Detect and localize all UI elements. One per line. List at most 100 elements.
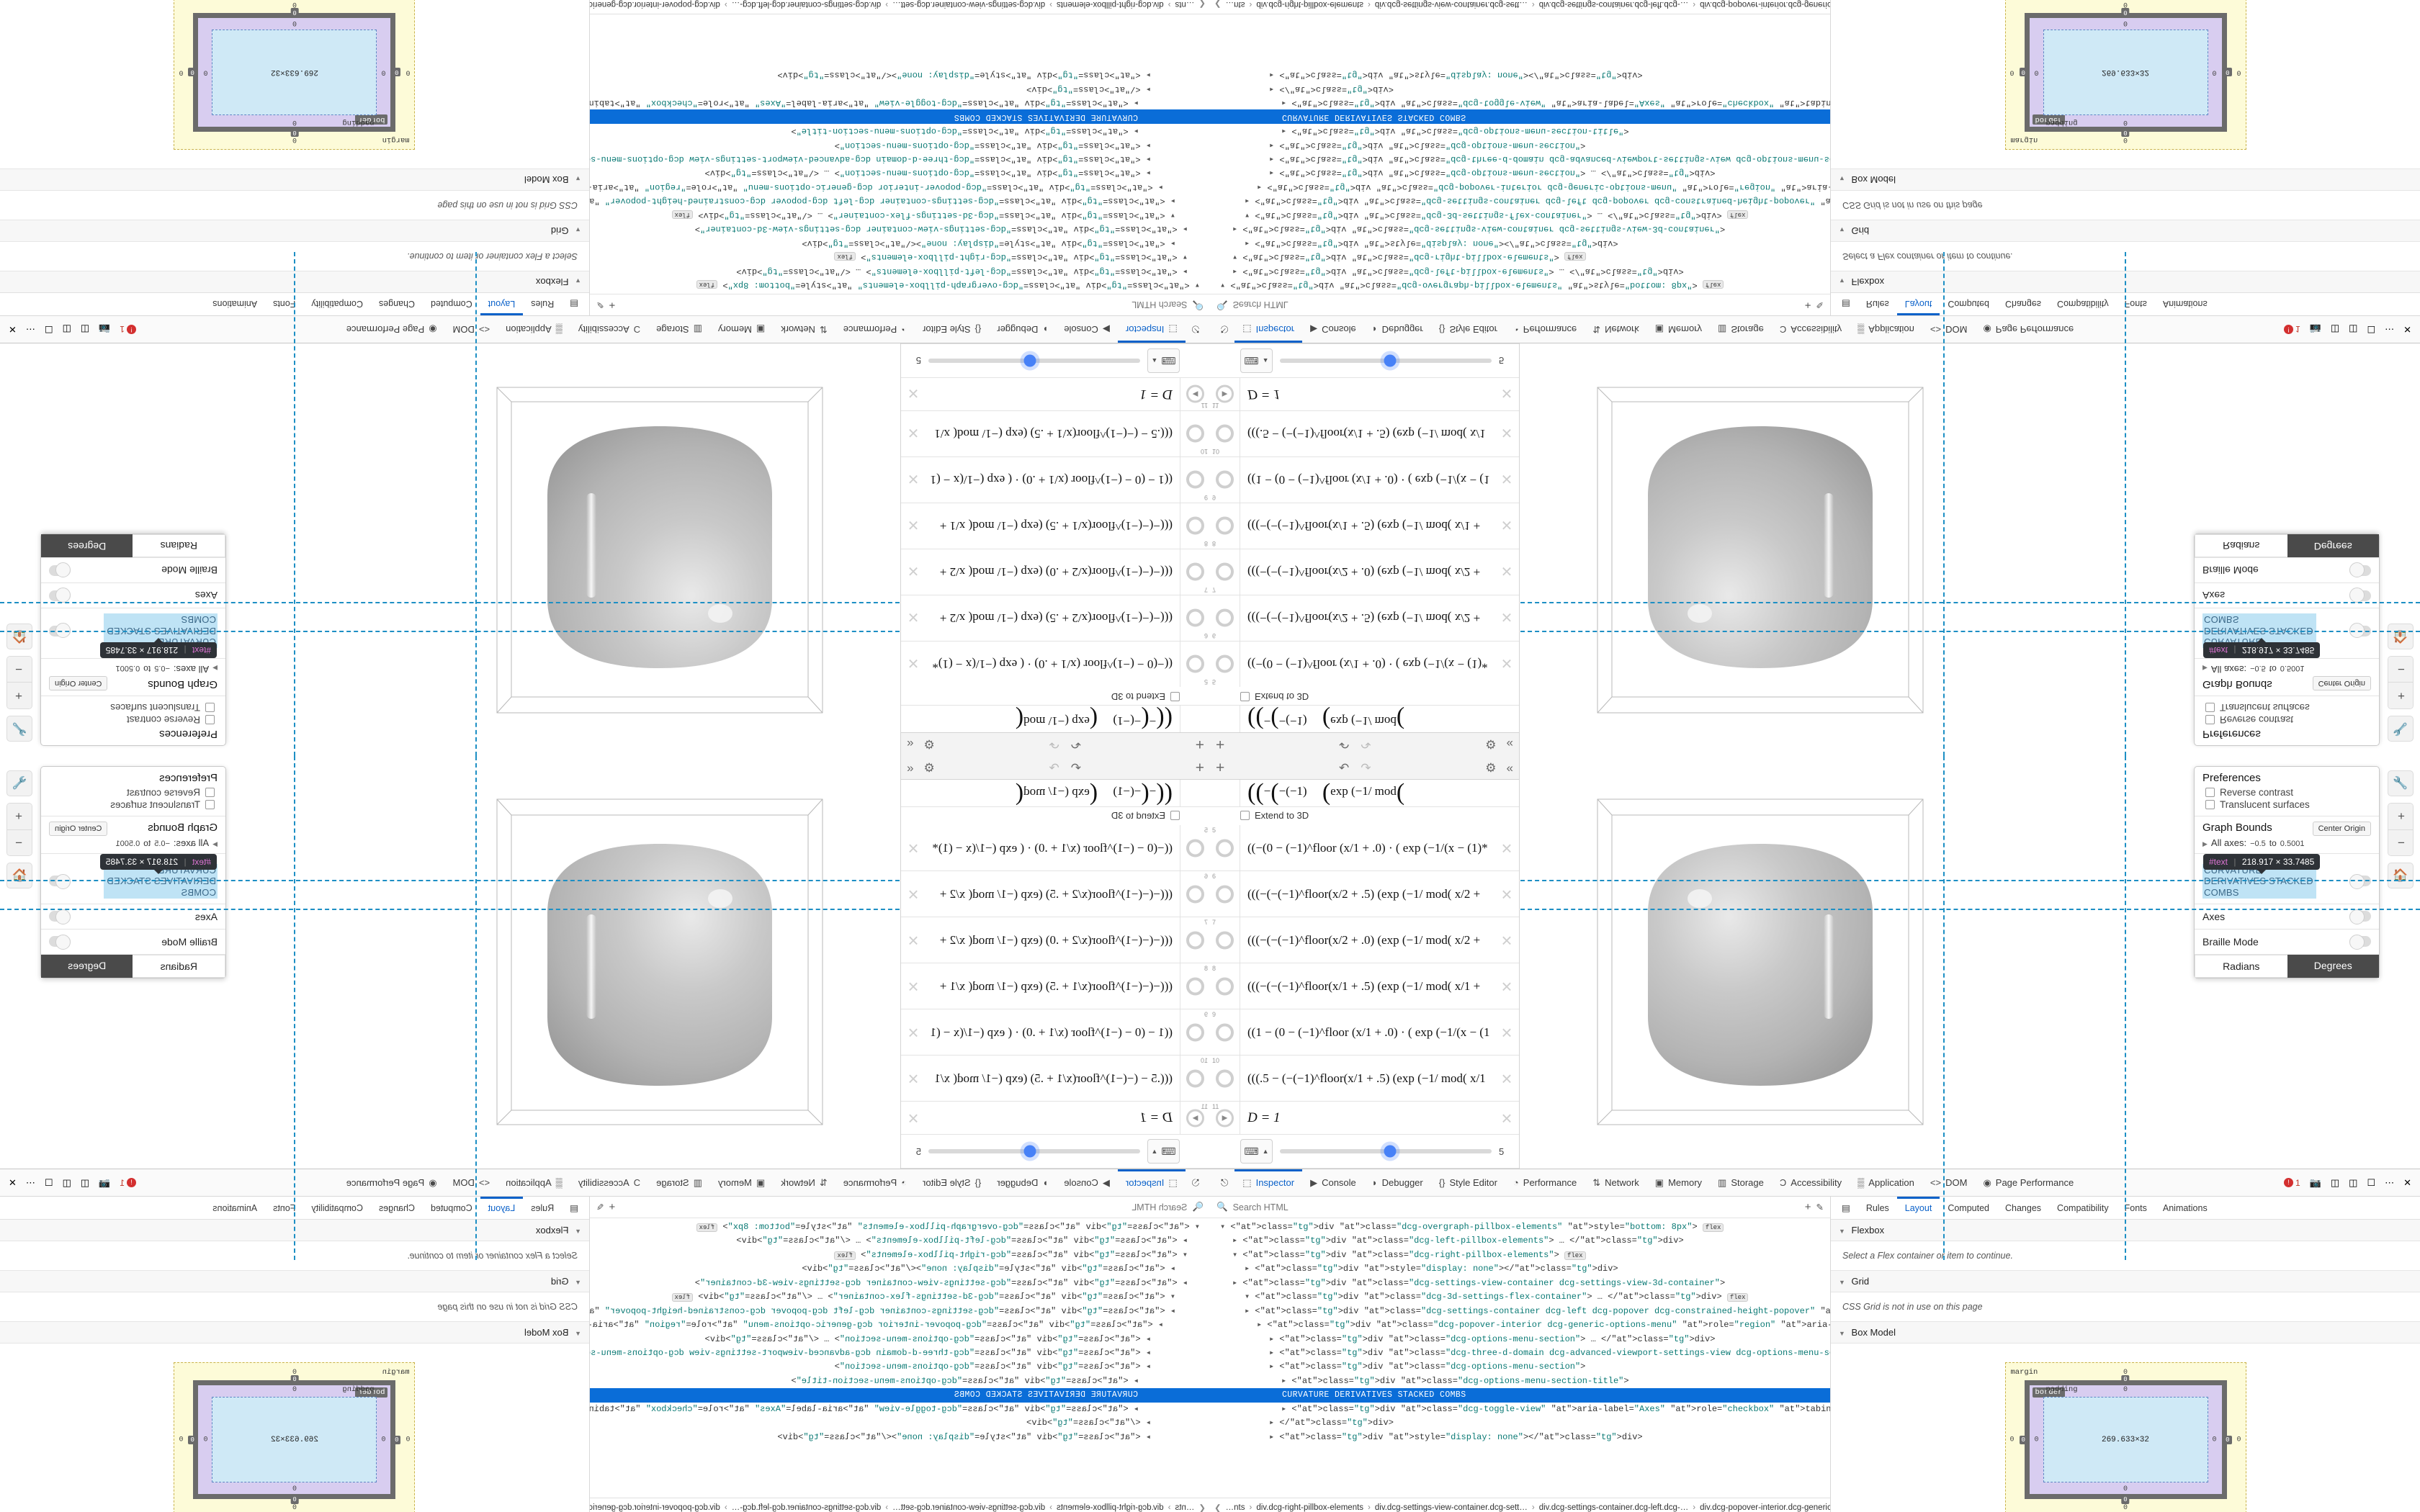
breadcrumb-item[interactable]: div.dcg-settings-view-container.dcg-sett…	[1374, 1503, 1528, 1512]
slider-expression-row[interactable]: 11 ▶ D = 1 ×	[901, 377, 1210, 410]
rules-tab-rules[interactable]: Rules	[1865, 1202, 1889, 1213]
dom-node[interactable]: ▾ <"at">class="tg">div "at">class="dcg-r…	[1210, 1248, 1830, 1262]
border-left-value[interactable]: 0	[2019, 68, 2027, 77]
expression-rows[interactable]: ((−(−(−1) (exp (−1/ mod( Extend to 3D 5(…	[1210, 343, 1519, 732]
devtools-toolbar-right[interactable]: ! 1 📷 ◫ ◫ ☐ ⋯ ✕	[2283, 1177, 2420, 1189]
rules-tab-changes[interactable]: Changes	[378, 1202, 415, 1213]
slider-thumb[interactable]	[1384, 1145, 1397, 1158]
delete-expression-icon[interactable]: ×	[1501, 837, 1512, 859]
devtools-tab-inspector[interactable]: ⬚ Inspector	[1234, 1169, 1302, 1197]
dom-twisty-icon[interactable]: ▸	[1269, 168, 1275, 179]
expression-row[interactable]: 10 (((.5 − (−(−1)^floor(x/1 + .5) (exp (−…	[1210, 1056, 1519, 1102]
axes-toggle[interactable]	[49, 911, 71, 922]
expression-math[interactable]: (((.5 − (−(−1)^floor(x/1 + .5) (exp (−1/…	[934, 1071, 1173, 1085]
delete-expression-icon[interactable]: ×	[908, 423, 919, 445]
all-axes-bounds-row[interactable]: ▶ All axes: −0.5 to 0.5001	[49, 664, 218, 675]
delete-expression-icon[interactable]: ×	[908, 469, 919, 491]
devtools-tab-accessibility[interactable]: Ɔ Accessibility	[1772, 316, 1850, 343]
expression-row[interactable]: 10 (((.5 − (−(−1)^floor(x/1 + .5) (exp (−…	[901, 1056, 1210, 1102]
breadcrumb-item[interactable]: div.dcg-popover-interior.dcg-generic-opt…	[1700, 0, 1830, 9]
responsive-design-icon[interactable]: ☐	[2367, 324, 2376, 336]
braille-mode-toggle[interactable]	[2349, 564, 2371, 576]
dom-node[interactable]: ▸ <"at">class="tg">div "at">class="dcg-s…	[590, 196, 1175, 207]
breadcrumb-item[interactable]: …nts	[1175, 1503, 1195, 1512]
dom-twisty-icon[interactable]: ▾	[1245, 210, 1250, 220]
devtools-tab-storage[interactable]: ▥ Storage	[648, 316, 710, 343]
dom-node[interactable]: ▸ <"at">class="tg">div "at">class="dcg-l…	[1232, 266, 1684, 276]
dock-bottom-icon[interactable]: ◫	[80, 1176, 90, 1188]
dom-tree[interactable]: ▾ <"at">class="tg">div "at">class="dcg-o…	[1210, 1218, 1830, 1498]
border-right-value[interactable]: 0	[2223, 1435, 2232, 1444]
devtools-tab-debugger[interactable]: ◗ Debugger	[1364, 316, 1431, 343]
grid-section-header[interactable]: ▼ Grid	[1831, 1271, 2420, 1292]
expression-math[interactable]: (((−(−(−1)^floor(x/1 + .5) (exp (−1/ mod…	[939, 519, 1173, 534]
dom-twisty-icon[interactable]: ▸	[1145, 154, 1151, 165]
gear-icon[interactable]: ⚙	[1485, 737, 1497, 752]
graph-zoom-controls[interactable]: 🔧 + − 🏠	[6, 770, 32, 895]
axes-toggle-row[interactable]: Axes	[2195, 904, 2379, 930]
eyedropper-icon[interactable]: ✎	[596, 300, 604, 310]
pick-element-icon[interactable]: ⎋	[1191, 1176, 1199, 1188]
dom-twisty-icon[interactable]: ▸	[1157, 181, 1163, 192]
devtools-tab-accessibility[interactable]: Ɔ Accessibility	[1772, 1169, 1850, 1197]
expression-row[interactable]: 7 (((−(−(−1)^floor(x/2 + .0) (exp (−1/ mo…	[1210, 549, 1519, 595]
dom-node[interactable]: ▸ <"at">class="tg">div "at">class="dcg-s…	[1232, 224, 1726, 235]
extend-to-3d-row[interactable]: Extend to 3D	[901, 687, 1210, 705]
braille-mode-toggle-row[interactable]: Braille Mode	[41, 557, 225, 583]
dom-selected-node[interactable]: CURVATURE DERIVATIVES STACKED COMBS	[1210, 109, 1830, 124]
dom-node[interactable]: ▸ <"at">class="tg">div "at">class="dcg-s…	[1245, 1305, 1830, 1316]
add-expression-icon[interactable]: +	[1195, 736, 1204, 753]
dom-node[interactable]: ▸ <"at">class="tg">div "at">class="dcg-t…	[1269, 154, 1830, 165]
zoom-out-button[interactable]: −	[2388, 657, 2414, 683]
search-input[interactable]	[1232, 300, 1800, 310]
dom-node[interactable]: ▾ <"at">class="tg">div "at">class="dcg-o…	[590, 278, 1210, 292]
devtools-tabbar[interactable]: ⎋ ⬚ Inspector ▶ Console ◗ Debugger{} Style Edi…	[0, 1169, 1210, 1197]
wrench-icon[interactable]: 🔧	[2388, 770, 2414, 796]
expression-color-bubble[interactable]	[1216, 563, 1234, 581]
dom-tree[interactable]: ▾ <"at">class="tg">div "at">class="dcg-o…	[590, 14, 1210, 294]
box-model-diagram[interactable]: margin 0 0 0 0 border 0 0 0	[1831, 1344, 2420, 1512]
delete-expression-icon[interactable]: ×	[908, 607, 919, 629]
slider-thumb[interactable]	[1023, 1145, 1036, 1158]
border-right-value[interactable]: 0	[188, 68, 197, 77]
translucent-surfaces-row[interactable]: Translucent surfaces	[2202, 798, 2371, 811]
breadcrumb-item[interactable]: div.dcg-right-pillbox-elements	[1256, 1503, 1364, 1512]
box-model-section-header[interactable]: ▼ Box Model	[0, 1322, 589, 1344]
rules-tab-animations[interactable]: Animations	[2162, 299, 2208, 310]
devtools-tab-dom[interactable]: <> DOM	[445, 1169, 498, 1197]
devtools-tab-style-editor[interactable]: {} Style Editor	[915, 316, 989, 343]
eyedropper-icon[interactable]: ✎	[1816, 300, 1824, 310]
undo-icon[interactable]: ↶	[1339, 737, 1350, 752]
dom-twisty-icon[interactable]: ▸	[1232, 1277, 1238, 1288]
expression-math[interactable]: (((−(−(−1)^floor(x/2 + .5) (exp (−1/ mod…	[1247, 611, 1481, 626]
all-axes-bounds-row[interactable]: ▶ All axes: −0.5 to 0.5001	[49, 837, 218, 848]
expression-color-bubble[interactable]	[1186, 1069, 1204, 1087]
dom-twisty-icon[interactable]: ▸	[1281, 126, 1287, 137]
dom-node[interactable]: ▸ <"at">class="tg">div "at">class="dcg-o…	[1269, 1362, 1586, 1372]
breadcrumb[interactable]: ❮ …nts › div.dcg-right-pillbox-elements › di…	[590, 1498, 1210, 1512]
dom-twisty-icon[interactable]: ▸	[1269, 1347, 1275, 1358]
delete-expression-icon[interactable]: ×	[1501, 423, 1512, 445]
slider-expression-row[interactable]: 11 ▶ D = 1 ×	[1210, 377, 1519, 410]
devtools-tab-memory[interactable]: ▣ Memory	[1647, 316, 1710, 343]
dom-node[interactable]: ▸ <"at">class="tg">div "at">class="dcg-s…	[694, 1277, 1188, 1288]
expression-row[interactable]: 5 ((−(0 − (−1)^floor (x/1 + .0) · ( exp (…	[901, 641, 1210, 687]
dom-twisty-icon[interactable]: ▾	[1232, 252, 1238, 263]
dom-twisty-icon[interactable]: ▸	[1257, 181, 1263, 192]
rules-tab-animations[interactable]: Animations	[212, 1202, 258, 1213]
degrees-button[interactable]: Degrees	[2287, 534, 2379, 558]
devtools-tab-network[interactable]: ⇅ Network	[773, 1169, 835, 1197]
slider-track[interactable]	[928, 1145, 1140, 1158]
breadcrumb-item[interactable]: div.dcg-right-pillbox-elements	[1256, 0, 1364, 9]
dom-twisty-icon[interactable]: ▸	[1145, 84, 1151, 94]
breadcrumb-item[interactable]: …nts	[1225, 0, 1245, 9]
padding-bottom-value[interactable]: 0	[292, 1485, 297, 1493]
dom-selected-node[interactable]: CURVATURE DERIVATIVES STACKED COMBS	[590, 1388, 1210, 1403]
padding-left-value[interactable]: 0	[2034, 68, 2039, 76]
dom-node[interactable]: ▸ <"at">class="tg">div "at">class="dcg-p…	[1257, 1320, 1830, 1331]
devtools-tab-console[interactable]: ▶ Console	[1302, 1169, 1364, 1197]
padding-bottom-value[interactable]: 0	[292, 19, 297, 27]
dom-twisty-icon[interactable]: ▸	[1133, 98, 1139, 109]
dom-node[interactable]: ▾ <"at">class="tg">div "at">class="dcg-o…	[1210, 278, 1830, 292]
braille-mode-toggle[interactable]	[49, 564, 71, 576]
